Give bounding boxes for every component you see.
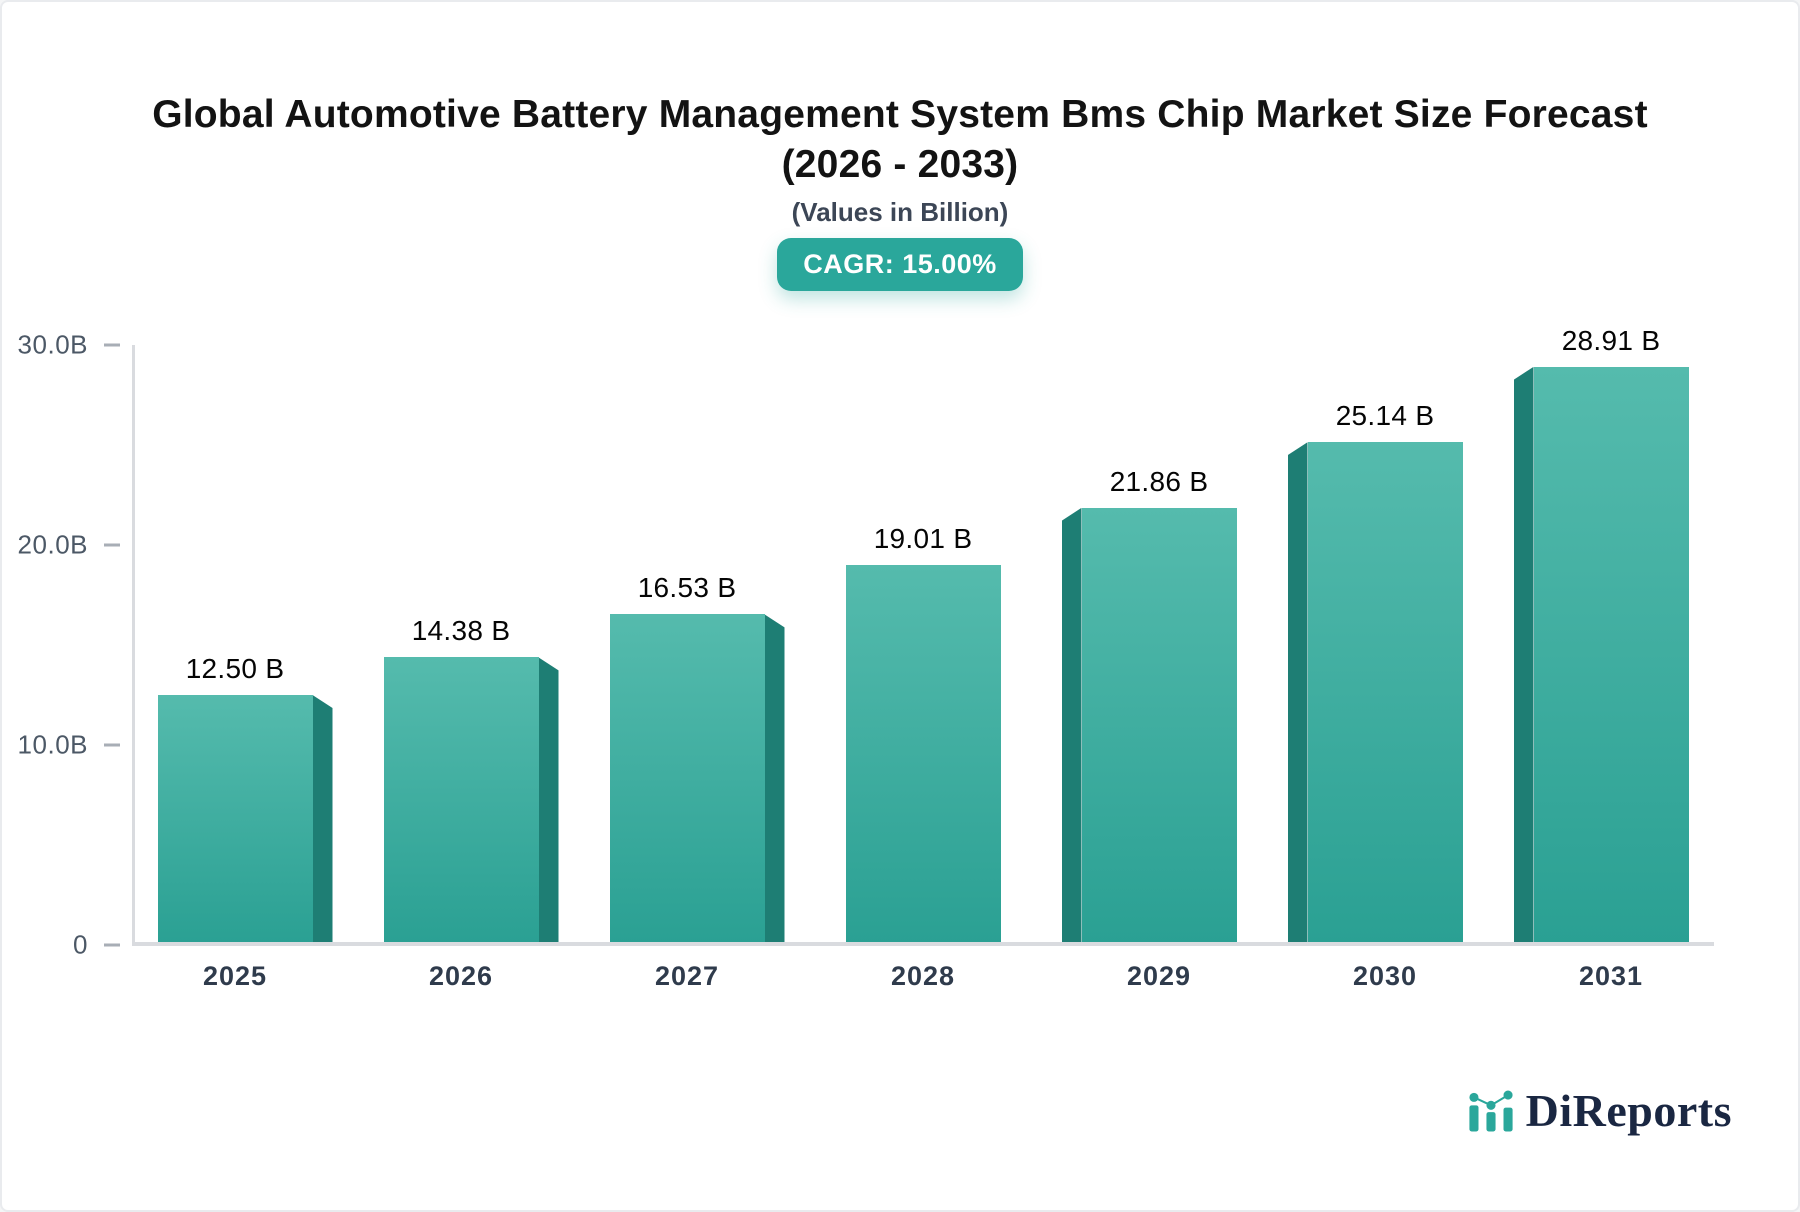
x-axis-label: 2030: [1352, 961, 1418, 991]
plot-area: 0 10.0B 20.0B 30.0B 12.50 B 2025 14.38 B 2026 1…: [18, 325, 1714, 991]
bar-slot: 16.53 B 2027: [584, 345, 810, 991]
x-axis-label: 2028: [890, 961, 956, 991]
bar-side-face: [312, 695, 333, 945]
bar-face: 16.53 B 2027: [609, 572, 765, 991]
bar-face: 14.38 B 2026: [383, 615, 539, 991]
bar-side-face: [764, 614, 785, 945]
y-tick: 20.0B: [18, 530, 132, 561]
bar-slot: 12.50 B 2025: [132, 345, 358, 991]
y-tick: 0: [73, 930, 132, 961]
x-axis-label: 2025: [202, 961, 268, 991]
mini-bar-line-chart-icon: [1469, 1090, 1513, 1131]
bars-container: 12.50 B 2025 14.38 B 2026 16.53 B 2027 19.01 B…: [132, 325, 1714, 991]
y-tick-label: 0: [73, 929, 88, 960]
bar-slot: 28.91 B 2031: [1488, 325, 1714, 991]
x-axis-line: [132, 942, 1714, 946]
y-tick-label: 10.0B: [17, 729, 88, 760]
bar-side-face: [1287, 442, 1308, 945]
x-axis-label: 2027: [654, 961, 720, 991]
chart-subtitle: (Values in Billion): [791, 197, 1009, 227]
bar-value-label: 25.14 B: [1335, 400, 1435, 432]
x-axis-label: 2029: [1126, 961, 1192, 991]
y-tick-dash-icon: [104, 343, 120, 347]
bar: 25.14 B 2030: [1287, 400, 1463, 991]
bar-side-face: [1513, 366, 1534, 945]
y-tick-label: 20.0B: [17, 529, 88, 560]
chart-title-line2: (2026 - 2033): [781, 143, 1019, 186]
chart-title: Global Automotive Battery Management Sys…: [2, 90, 1798, 190]
bar: 28.91 B 2031: [1513, 325, 1689, 991]
bar: 16.53 B 2027: [609, 572, 785, 991]
bar-slot: 21.86 B 2029: [1036, 345, 1262, 991]
bar-value-label: 21.86 B: [1109, 465, 1209, 497]
bar-side-face: [538, 657, 559, 945]
bar: 21.86 B 2029: [1061, 466, 1237, 991]
bar: 19.01 B 2028: [845, 523, 1001, 991]
y-tick-dash-icon: [104, 943, 120, 947]
bar-face: 25.14 B 2030: [1307, 400, 1463, 991]
y-tick-dash-icon: [104, 743, 120, 747]
chart-header: Global Automotive Battery Management Sys…: [2, 2, 1798, 291]
bar-face: 19.01 B 2028: [845, 523, 1001, 991]
x-axis-label: 2026: [428, 961, 494, 991]
chart-title-line1: Global Automotive Battery Management Sys…: [152, 93, 1648, 136]
bar: 12.50 B 2025: [157, 653, 333, 991]
bar: 14.38 B 2026: [383, 615, 559, 991]
bar-slot: 25.14 B 2030: [1262, 345, 1488, 991]
cagr-badge: CAGR: 15.00%: [777, 238, 1023, 291]
bar-value-label: 12.50 B: [185, 653, 285, 684]
bar-face: 28.91 B 2031: [1533, 325, 1689, 991]
bar-value-label: 14.38 B: [411, 615, 511, 647]
bar-value-label: 28.91 B: [1561, 324, 1661, 356]
bar-value-label: 16.53 B: [637, 572, 737, 604]
bar-face: 21.86 B 2029: [1081, 466, 1237, 991]
y-tick: 10.0B: [18, 730, 132, 761]
y-tick-dash-icon: [104, 543, 120, 547]
logo-text: DiReports: [1525, 1085, 1732, 1136]
bar-slot: 19.01 B 2028: [810, 345, 1036, 991]
x-axis-label: 2031: [1578, 961, 1644, 991]
y-axis-line: [132, 345, 135, 945]
bar-face: 12.50 B 2025: [157, 653, 313, 991]
bar-side-face: [1061, 507, 1082, 945]
y-tick: 30.0B: [18, 330, 132, 361]
direports-logo: DiReports: [1466, 1084, 1732, 1137]
bar-slot: 14.38 B 2026: [358, 345, 584, 991]
y-tick-label: 30.0B: [17, 329, 88, 360]
bar-value-label: 19.01 B: [873, 522, 973, 554]
